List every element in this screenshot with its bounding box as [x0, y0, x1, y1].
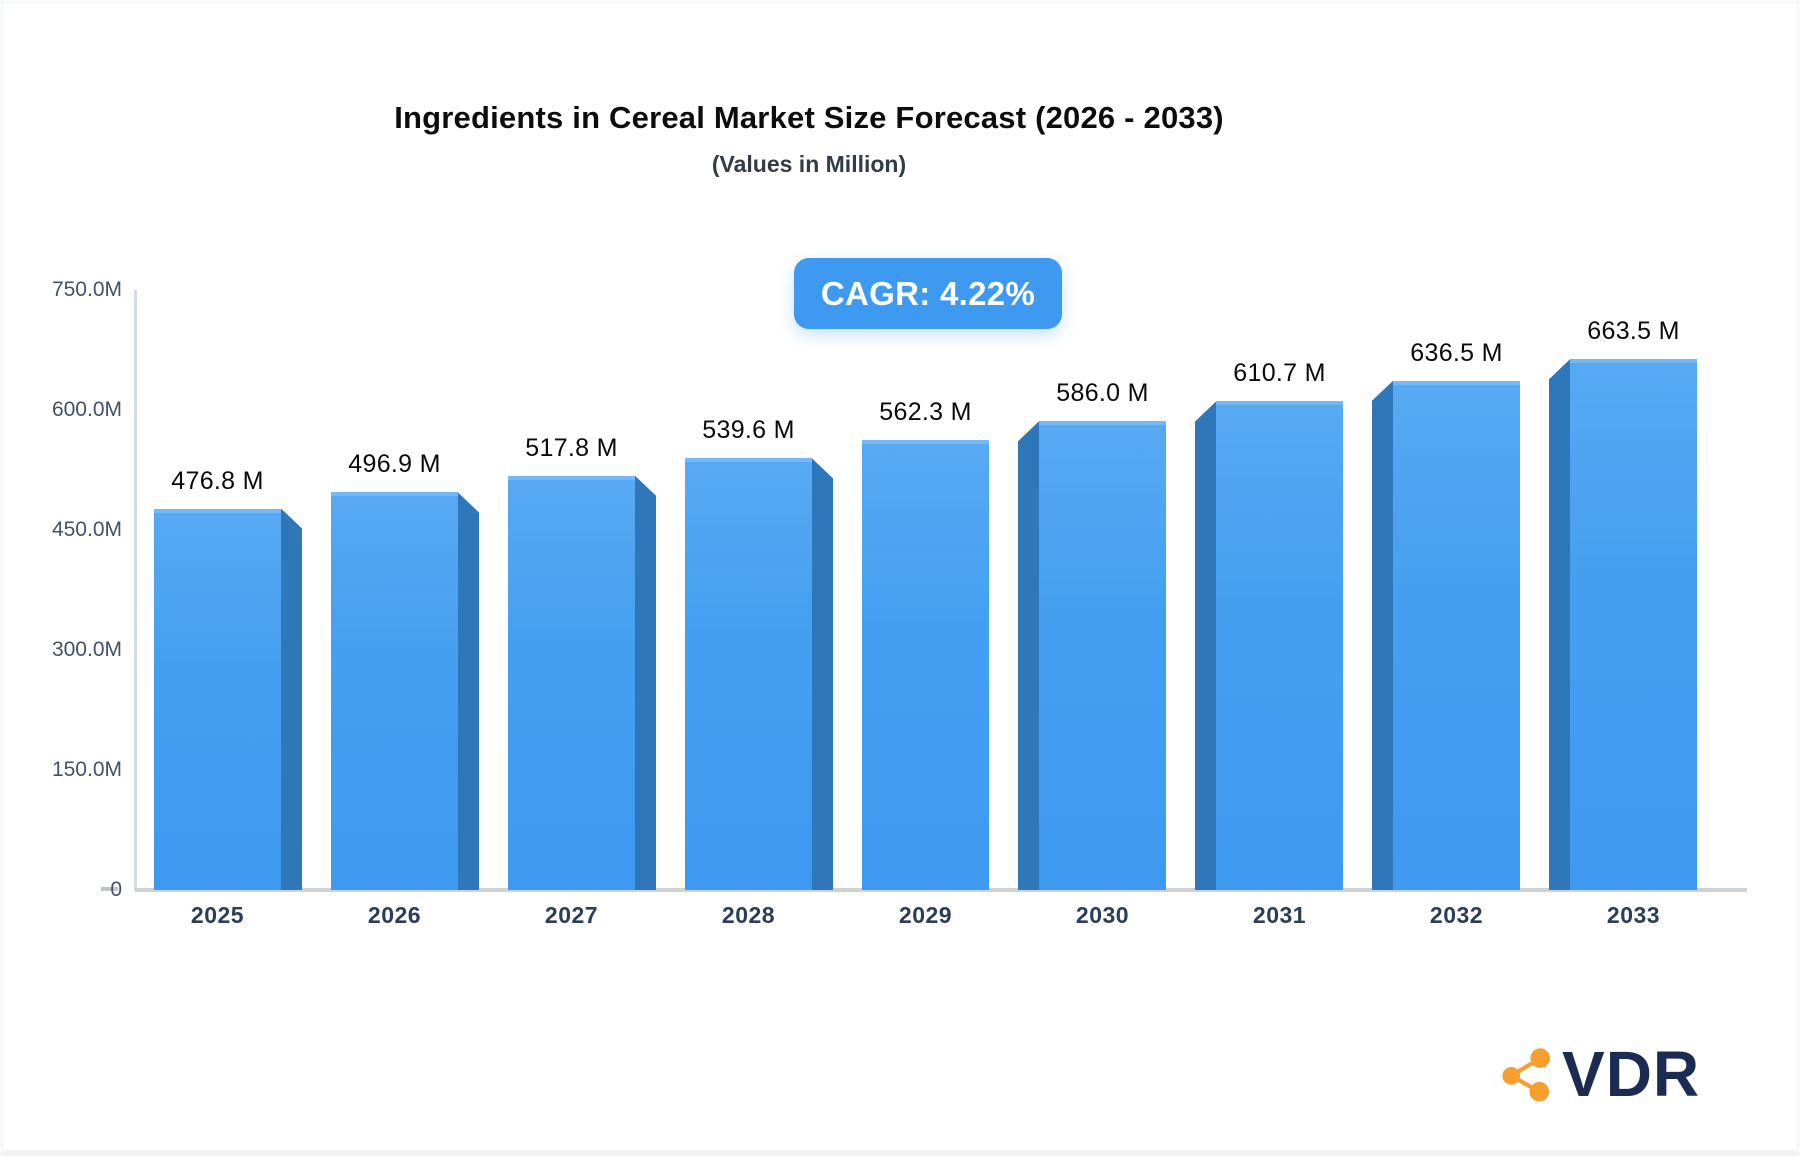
chart-subtitle: (Values in Million)	[711, 151, 907, 177]
bar-side-face	[1372, 380, 1393, 890]
bar-side-face	[1018, 421, 1039, 890]
bar-value-label: 586.0 M	[1056, 379, 1149, 408]
y-axis-tick-label: 450.0M	[51, 518, 122, 541]
x-axis-category-label: 2032	[1429, 902, 1484, 928]
bar-side-face	[281, 508, 302, 890]
y-axis-tick-label: 750.0M	[51, 278, 122, 301]
bar-side-face	[635, 475, 656, 890]
bar-face	[154, 508, 281, 890]
y-axis-tick-label: 600.0M	[51, 398, 122, 421]
bar[interactable]	[862, 440, 989, 890]
bar-value-label: 517.8 M	[525, 433, 618, 462]
bar-side-face	[812, 458, 833, 890]
x-axis-category-label: 2029	[898, 902, 953, 928]
y-axis-line	[134, 290, 137, 890]
bar-side-face	[458, 492, 479, 890]
bar-chart: 750.0M 600.0M 450.0M 300.0M 150.0M 0 476.8 M 20…	[4, 4, 1796, 1150]
cagr-badge: CAGR: 4.22%	[794, 258, 1062, 329]
bar-face	[685, 458, 812, 890]
bar-face	[1039, 421, 1166, 890]
x-axis-category-label: 2033	[1606, 902, 1661, 928]
bar-value-label: 539.6 M	[702, 416, 795, 445]
bar-face	[331, 492, 458, 890]
bar-value-label: 663.5 M	[1587, 317, 1680, 346]
bar-value-label: 636.5 M	[1410, 338, 1503, 367]
x-axis-baseline	[135, 888, 1747, 892]
y-axis-tick-label: 150.0M	[51, 758, 122, 781]
bar-face	[862, 440, 989, 890]
brand-logo[interactable]: VDR	[1501, 1034, 1700, 1114]
bar[interactable]	[331, 492, 479, 890]
cagr-badge-label: CAGR: 4.22%	[820, 274, 1036, 312]
x-axis-category-label: 2030	[1075, 902, 1130, 928]
brand-name: VDR	[1562, 1038, 1701, 1110]
bar[interactable]	[508, 475, 656, 890]
bar-face	[1570, 359, 1697, 890]
bar-face	[1216, 401, 1343, 890]
zero-tick-mark	[101, 887, 118, 891]
x-axis-category-label: 2028	[721, 902, 776, 928]
y-axis-tick-label: 300.0M	[51, 638, 122, 661]
chart-title: Ingredients in Cereal Market Size Foreca…	[394, 100, 1224, 135]
bar-value-label: 476.8 M	[171, 466, 264, 495]
bar-value-label: 610.7 M	[1233, 359, 1326, 388]
x-axis-category-label: 2026	[367, 902, 422, 928]
bar[interactable]	[685, 458, 833, 890]
x-axis-category-label: 2027	[544, 902, 599, 928]
x-axis-category-label: 2025	[190, 902, 245, 928]
x-axis-category-label: 2031	[1252, 902, 1307, 928]
bar[interactable]	[154, 508, 302, 890]
share-network-icon	[1502, 1048, 1550, 1102]
bar-face	[1393, 380, 1520, 890]
bar-value-label: 562.3 M	[879, 398, 972, 427]
y-axis-tick-label: 0	[110, 878, 122, 901]
bar-value-label: 496.9 M	[348, 450, 441, 479]
bar-face	[508, 475, 635, 890]
bar[interactable]	[1549, 359, 1697, 890]
bar[interactable]	[1018, 421, 1166, 890]
bar[interactable]	[1195, 401, 1343, 890]
bar-side-face	[1549, 359, 1570, 890]
bar-side-face	[1195, 401, 1216, 890]
bar[interactable]	[1372, 380, 1520, 890]
